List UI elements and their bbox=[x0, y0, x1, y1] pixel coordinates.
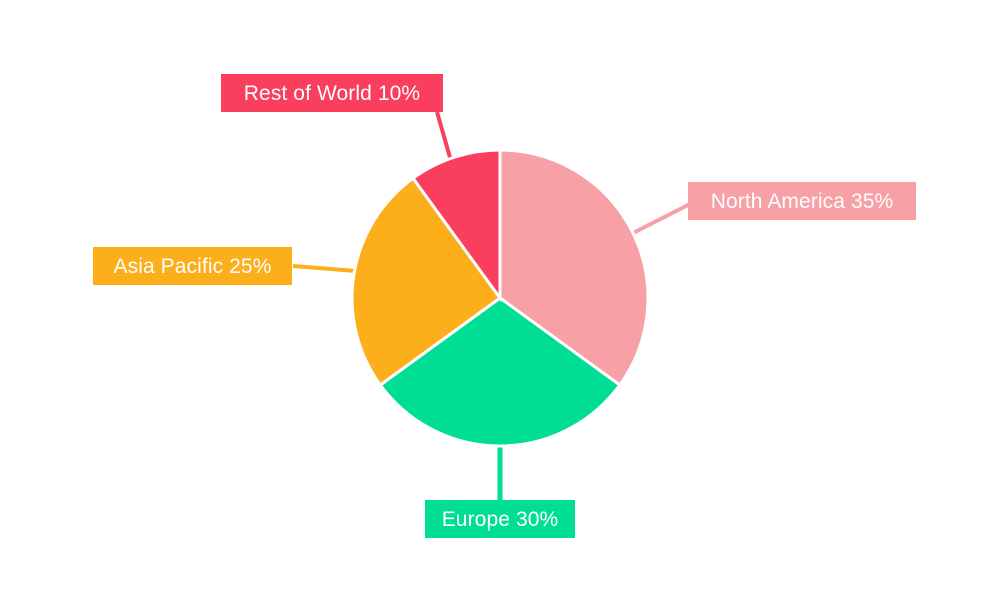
pie-label-rest-of-world[interactable]: Rest of World 10% bbox=[221, 74, 443, 112]
pie-label-rest-of-world-text: Rest of World 10% bbox=[243, 81, 421, 105]
pie-slice-rest-of-world[interactable] bbox=[410, 148, 502, 303]
pie-slices bbox=[350, 148, 650, 448]
pie-slice-asia-pacific[interactable] bbox=[350, 176, 503, 388]
pie-label-europe[interactable]: Europe 30% bbox=[425, 500, 575, 538]
pie-label-asia-pacific-text: Asia Pacific 25% bbox=[113, 254, 272, 278]
pie-label-north-america-text: North America 35% bbox=[710, 189, 894, 213]
leader-line-north-america bbox=[632, 202, 691, 235]
pie-label-north-america[interactable]: North America 35% bbox=[688, 182, 916, 220]
pie-slice-north-america[interactable] bbox=[498, 148, 650, 388]
leader-line-asia-pacific bbox=[292, 264, 357, 273]
pie-slice-europe[interactable] bbox=[378, 296, 622, 448]
pie-label-europe-text: Europe 30% bbox=[441, 507, 559, 531]
pie-label-asia-pacific[interactable]: Asia Pacific 25% bbox=[93, 247, 292, 285]
